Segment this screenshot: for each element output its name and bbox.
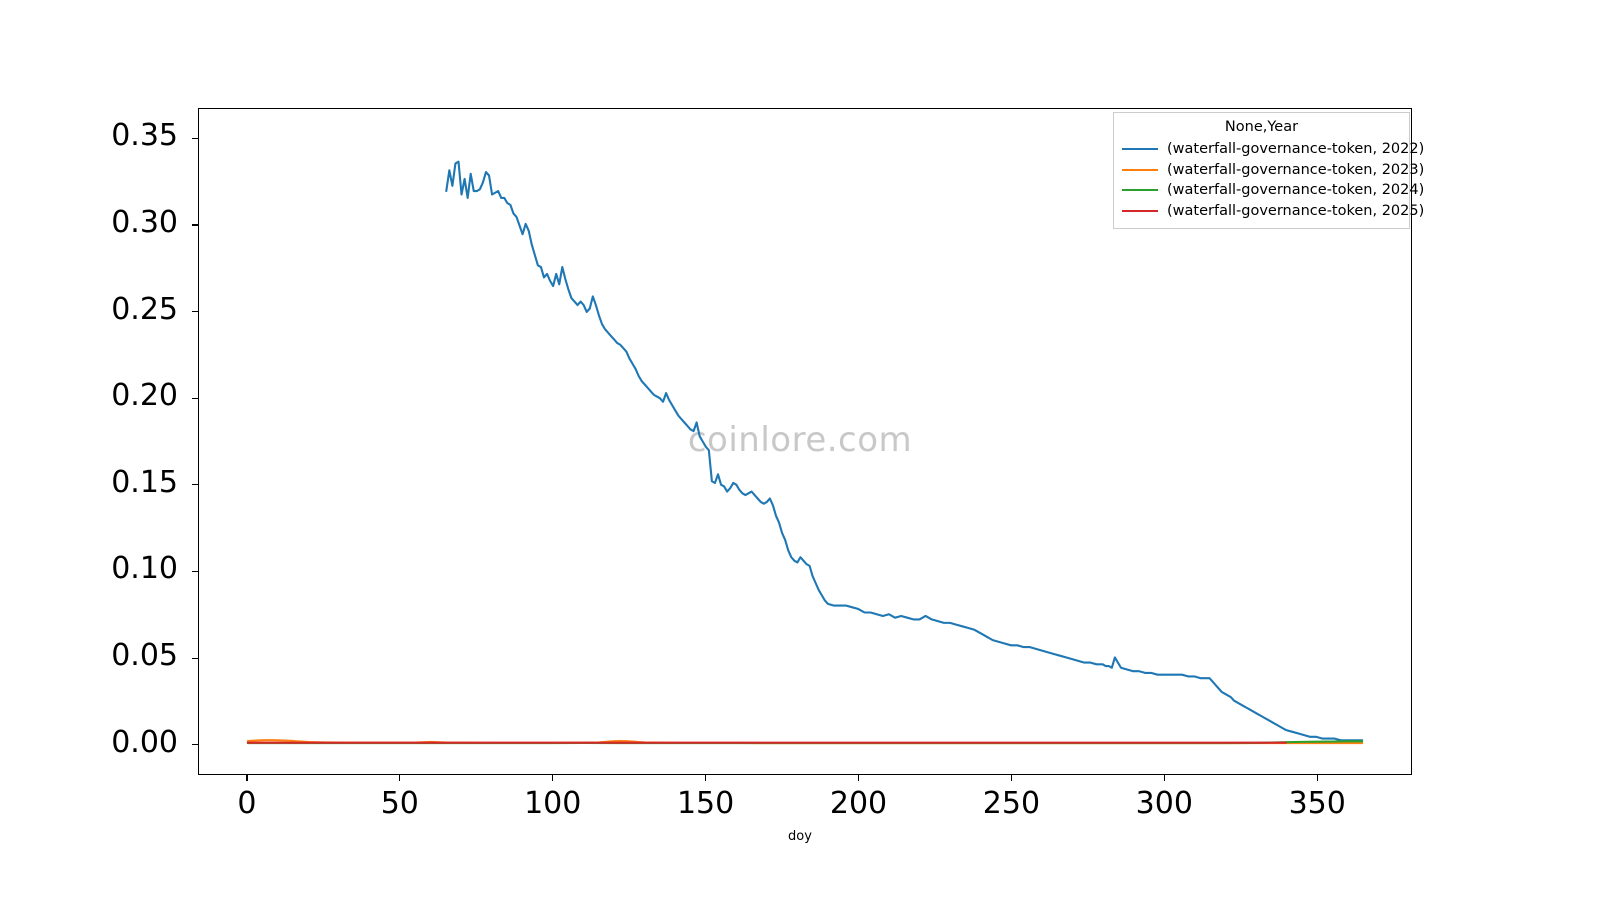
y-tick-label: 0.05 (111, 638, 178, 674)
y-tick-mark (192, 657, 198, 659)
y-tick-mark (192, 397, 198, 399)
legend-entry[interactable]: (waterfall-governance-token, 2025) (1122, 201, 1424, 222)
legend-title: None,Year (1224, 119, 1299, 135)
legend-entry-label: (waterfall-governance-token, 2025) (1167, 202, 1425, 219)
legend-color-swatch (1122, 148, 1158, 151)
y-tick-label: 0.10 (111, 551, 178, 587)
legend-entry-label: (waterfall-governance-token, 2024) (1167, 182, 1425, 199)
x-tick-mark (1163, 775, 1165, 781)
y-tick-mark (192, 224, 198, 226)
y-tick-label: 0.30 (111, 204, 178, 240)
x-tick-label: 0 (237, 786, 257, 821)
y-tick-mark (192, 744, 198, 746)
y-tick-label: 0.35 (111, 118, 178, 154)
x-tick-label: 50 (380, 786, 419, 821)
x-tick-mark (857, 775, 860, 781)
y-tick-mark (192, 311, 198, 313)
x-tick-mark (399, 775, 401, 781)
legend-color-swatch (1122, 168, 1158, 171)
x-axis-title: doy (788, 829, 812, 844)
x-tick-label: 200 (829, 786, 888, 821)
x-tick-label: 100 (524, 786, 582, 821)
watermark-text: coinlore.com (687, 420, 913, 460)
x-tick-mark (1010, 775, 1012, 781)
y-tick-mark (192, 137, 198, 139)
plot-axes (198, 108, 1412, 775)
x-tick-mark (246, 775, 248, 781)
x-tick-label: 300 (1135, 786, 1193, 821)
y-tick-label: 0.25 (111, 291, 178, 327)
x-tick-mark (552, 775, 554, 781)
y-tick-mark (192, 570, 198, 573)
legend-entries: (waterfall-governance-token, 2022) (water… (1122, 139, 1424, 222)
y-tick-label: 0.15 (111, 464, 178, 500)
x-tick-label: 150 (676, 786, 735, 821)
x-tick-mark (1316, 775, 1318, 781)
legend-color-swatch (1122, 189, 1158, 192)
y-tick-label: 0.00 (111, 724, 178, 760)
x-tick-label: 350 (1288, 786, 1346, 821)
legend-entry[interactable]: (waterfall-governance-token, 2022) (1122, 139, 1424, 160)
legend-entry[interactable]: (waterfall-governance-token, 2023) (1122, 160, 1424, 181)
series-line-0 (446, 162, 1362, 741)
legend-entry-label: (waterfall-governance-token, 2023) (1167, 161, 1425, 178)
x-tick-label: 250 (982, 786, 1041, 821)
x-tick-mark (705, 775, 707, 781)
series-canvas (199, 109, 1411, 774)
y-tick-mark (192, 484, 198, 486)
chart-legend: None,Year (waterfall-governance-token, 2… (1113, 112, 1424, 229)
legend-color-swatch (1122, 209, 1158, 212)
legend-entry-label: (waterfall-governance-token, 2022) (1167, 141, 1425, 158)
y-tick-label: 0.20 (111, 378, 178, 414)
legend-entry[interactable]: (waterfall-governance-token, 2024) (1122, 180, 1424, 201)
